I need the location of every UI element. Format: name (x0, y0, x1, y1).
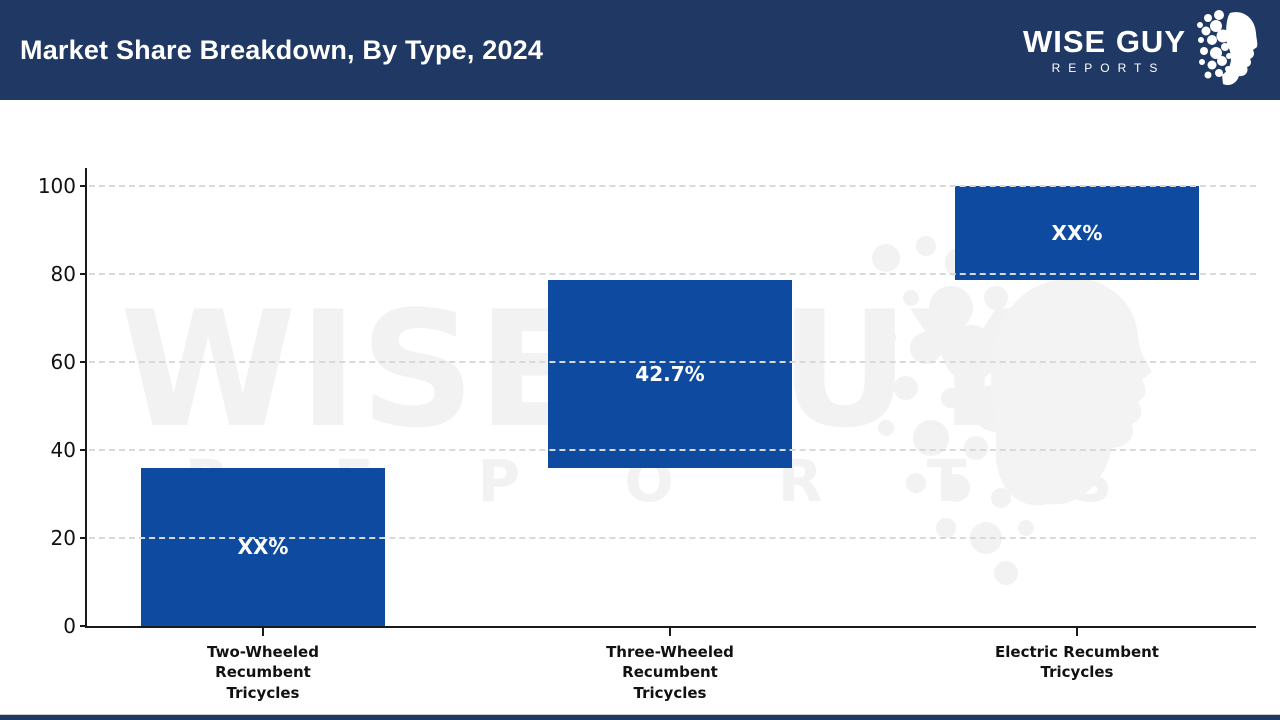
y-tick-mark-100 (80, 185, 87, 187)
bar-value-label: XX% (1051, 220, 1103, 245)
y-tick-label-20: 20 (50, 526, 76, 550)
gridline-40 (89, 449, 1256, 451)
gridline-60 (89, 361, 1256, 363)
bar-segment-2: 42.7% (548, 279, 792, 468)
y-tick-label-0: 0 (63, 614, 76, 638)
gridline-80 (89, 273, 1256, 275)
logo-subtext: REPORTS (1051, 60, 1166, 75)
x-tick-mark-1 (262, 628, 264, 636)
y-tick-label-60: 60 (50, 350, 76, 374)
x-tick-mark-3 (1076, 628, 1078, 636)
category-label-3: Electric Recumbent Tricycles (995, 643, 1159, 682)
footer-bar (0, 715, 1280, 720)
x-tick-mark-2 (669, 628, 671, 636)
chart-area: WISE GUY R E P O R T S 0 20 40 60 80 100 XX% Tw… (0, 100, 1280, 715)
watermark-face-icon (986, 272, 1166, 566)
logo-face-icon (1192, 9, 1258, 91)
chart-title: Market Share Breakdown, By Type, 2024 (20, 34, 544, 65)
gridline-20 (89, 537, 1256, 539)
category-label-1: Two-Wheeled Recumbent Tricycles (207, 643, 319, 702)
y-tick-mark-60 (80, 361, 87, 363)
y-tick-mark-40 (80, 449, 87, 451)
y-tick-label-80: 80 (50, 262, 76, 286)
category-label-2: Three-Wheeled Recumbent Tricycles (606, 643, 734, 702)
plot-area: 0 20 40 60 80 100 XX% Two-Wheeled Recumbent Tri… (0, 100, 1280, 714)
y-tick-mark-20 (80, 537, 87, 539)
gridline-100 (89, 185, 1256, 187)
logo-wordmark: WISE GUY (1022, 23, 1186, 59)
y-tick-mark-80 (80, 273, 87, 275)
logo: WISE GUY REPORTS (1023, 9, 1258, 91)
header: Market Share Breakdown, By Type, 2024 WI… (0, 0, 1280, 100)
y-tick-label-40: 40 (50, 438, 76, 462)
bar-segment-3: XX% (955, 186, 1199, 280)
y-axis-line (85, 168, 87, 628)
bar-value-label: 42.7% (635, 361, 705, 386)
x-axis-line (85, 626, 1256, 628)
y-tick-label-100: 100 (37, 174, 76, 198)
y-tick-mark-0 (80, 625, 87, 627)
logo-text: WISE GUY REPORTS (1023, 26, 1186, 75)
bar-segment-1: XX% (141, 467, 385, 626)
